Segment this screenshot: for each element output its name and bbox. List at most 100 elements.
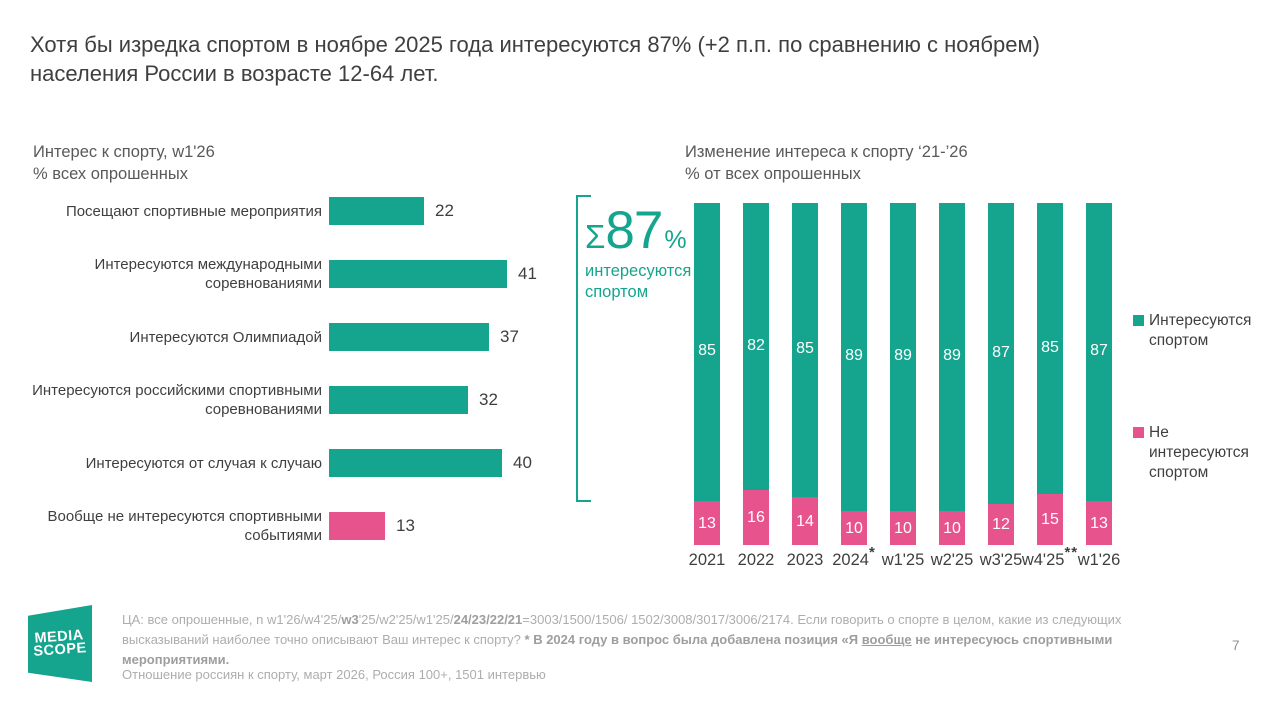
- sigma-symbol: Σ: [585, 218, 606, 255]
- bar-value-label: 13: [396, 516, 415, 535]
- page-number: 7: [1232, 638, 1240, 653]
- legend-item: Интересуются спортом: [1133, 311, 1251, 351]
- left-chart-title-line: Интерес к спорту, w1'26: [33, 143, 215, 161]
- segment-value-label: 82: [747, 337, 765, 354]
- stacked-bar: 89 10: [841, 203, 867, 545]
- segment-value-label: 89: [894, 347, 912, 364]
- footnote-segment: '25/w2'25/w1'25/: [358, 612, 454, 627]
- left-chart-subtitle: % всех опрошенных: [33, 165, 188, 183]
- bar-category-label: Посещают спортивные мероприятия: [65, 202, 322, 220]
- x-axis-label: 2022: [737, 551, 775, 569]
- left-bar-chart: Посещают спортивные мероприятия 22 Интерес…: [0, 0, 680, 600]
- footnote-segment: не интересуюсь спортивными мероприятиями…: [122, 632, 1113, 667]
- footnote-segment: * В 2024 году в вопрос была добавлена по…: [524, 632, 862, 647]
- bar-category-label: Вообще не интересуются спортивными событ…: [47, 508, 322, 544]
- segment-value-label: 14: [796, 513, 814, 530]
- legend-swatch: [1133, 315, 1144, 326]
- segment-value-label: 12: [992, 516, 1010, 533]
- percent-sign: %: [664, 226, 687, 254]
- mediascope-logo-text: MEDIA SCOPE: [33, 626, 88, 660]
- not-interested-segment: [694, 501, 720, 545]
- segment-value-label: 87: [1090, 342, 1108, 359]
- legend-label: Интересуются спортом: [1149, 312, 1252, 349]
- x-axis-label: 2023: [786, 551, 824, 569]
- footnote-mark: *: [868, 544, 876, 561]
- stacked-bar: 89 10: [890, 203, 916, 545]
- segment-value-label: 13: [1090, 515, 1108, 532]
- footnote: ЦА: все опрошенные, n w1'26/w4'25/w3'25/…: [122, 610, 1164, 670]
- bar-category-label: Интересуются международными соревнования…: [94, 256, 322, 292]
- footnote-segment: ЦА: все опрошенные, n w1'26/w4'25/: [122, 612, 342, 627]
- bar: [329, 260, 507, 288]
- x-axis-label: 2021: [688, 551, 726, 569]
- footnote-segment: 24/23/22/21: [453, 612, 523, 627]
- segment-value-label: 85: [698, 342, 716, 359]
- x-axis-label: w1'25: [881, 551, 925, 569]
- sum-value-line: Σ 87%: [585, 200, 691, 261]
- bar-row: Вообще не интересуются спортивными событ…: [30, 498, 670, 554]
- right-chart-title-line: Изменение интереса к спорту ‘21-’26: [685, 143, 968, 161]
- bar: [329, 197, 424, 225]
- bar: [329, 512, 385, 540]
- not-interested-segment: [1086, 501, 1112, 545]
- segment-value-label: 16: [747, 509, 765, 526]
- not-interested-segment: [988, 504, 1014, 545]
- x-axis-label: w1'26: [1077, 551, 1121, 569]
- bar-row: Посещают спортивные мероприятия 22: [30, 183, 670, 239]
- segment-value-label: 87: [992, 344, 1010, 361]
- bar-category-label: Интересуются от случая к случаю: [85, 454, 322, 472]
- legend-label: Не интересуются спортом: [1149, 424, 1249, 481]
- left-chart-title: Интерес к спорту, w1'26 % всех опрошенны…: [33, 141, 353, 185]
- source-line: Отношение россиян к спорту, март 2026, Р…: [122, 667, 546, 682]
- sum-caption: интересуются спортом: [585, 262, 692, 301]
- bar: [329, 386, 468, 414]
- sum-callout: Σ 87% интересуются спортом: [585, 200, 691, 303]
- bar-value-label: 32: [479, 390, 498, 409]
- legend-item: Не интересуются спортом: [1133, 423, 1249, 483]
- bar: [329, 323, 489, 351]
- stacked-bar: 87 13: [1086, 203, 1112, 545]
- not-interested-segment: [1037, 494, 1063, 545]
- footnote-segment: вообще: [861, 632, 912, 647]
- sum-value: 87: [605, 201, 663, 260]
- slide-title: Хотя бы изредка спортом в ноябре 2025 го…: [30, 32, 1040, 86]
- segment-value-label: 89: [943, 347, 961, 364]
- bar-value-label: 40: [513, 453, 532, 472]
- bar-row: Интересуются Олимпиадой 37: [30, 309, 670, 365]
- not-interested-segment: [792, 497, 818, 545]
- footnote-mark: **: [1064, 544, 1079, 561]
- footnote-segment: =3003/1500/1506/ 1502/3008/3017/3006/217…: [122, 612, 1122, 647]
- bar-value-label: 41: [518, 264, 537, 283]
- bar-value-label: 37: [500, 327, 519, 346]
- stacked-bar: 85 13: [694, 203, 720, 545]
- segment-value-label: 13: [698, 515, 716, 532]
- footnote-segment: w3: [341, 612, 359, 627]
- mediascope-logo: MEDIA SCOPE: [28, 605, 92, 682]
- x-axis-label: 2024*: [832, 544, 876, 569]
- bar-row: Интересуются от случая к случаю 40: [30, 435, 670, 491]
- segment-value-label: 10: [845, 520, 863, 537]
- bar-value-label: 22: [435, 201, 454, 220]
- legend-swatch: [1133, 427, 1144, 438]
- not-interested-segment: [890, 511, 916, 545]
- segment-value-label: 89: [845, 347, 863, 364]
- sum-bracket: [576, 195, 591, 502]
- x-axis-label: w2'25: [930, 551, 974, 569]
- stacked-bar: 85 15: [1037, 203, 1063, 545]
- bar-row: Интересуются международными соревнования…: [30, 246, 670, 302]
- bar: [329, 449, 502, 477]
- not-interested-segment: [841, 511, 867, 545]
- x-axis-label: w3'25: [979, 551, 1023, 569]
- stacked-bar: 89 10: [939, 203, 965, 545]
- bar-category-label: Интересуются российскими спортивными сор…: [32, 382, 322, 418]
- segment-value-label: 85: [796, 340, 814, 357]
- stacked-bar: 87 12: [988, 203, 1014, 545]
- x-axis-label: w4'25**: [1021, 544, 1079, 569]
- bar-row: Интересуются российскими спортивными сор…: [30, 372, 670, 428]
- segment-value-label: 85: [1041, 339, 1059, 356]
- segment-value-label: 10: [943, 520, 961, 537]
- stacked-bar: 85 14: [792, 203, 818, 545]
- right-chart-subtitle: % от всех опрошенных: [685, 165, 861, 183]
- right-chart-title: Изменение интереса к спорту ‘21-’26 % от…: [685, 141, 1115, 185]
- not-interested-segment: [743, 490, 769, 545]
